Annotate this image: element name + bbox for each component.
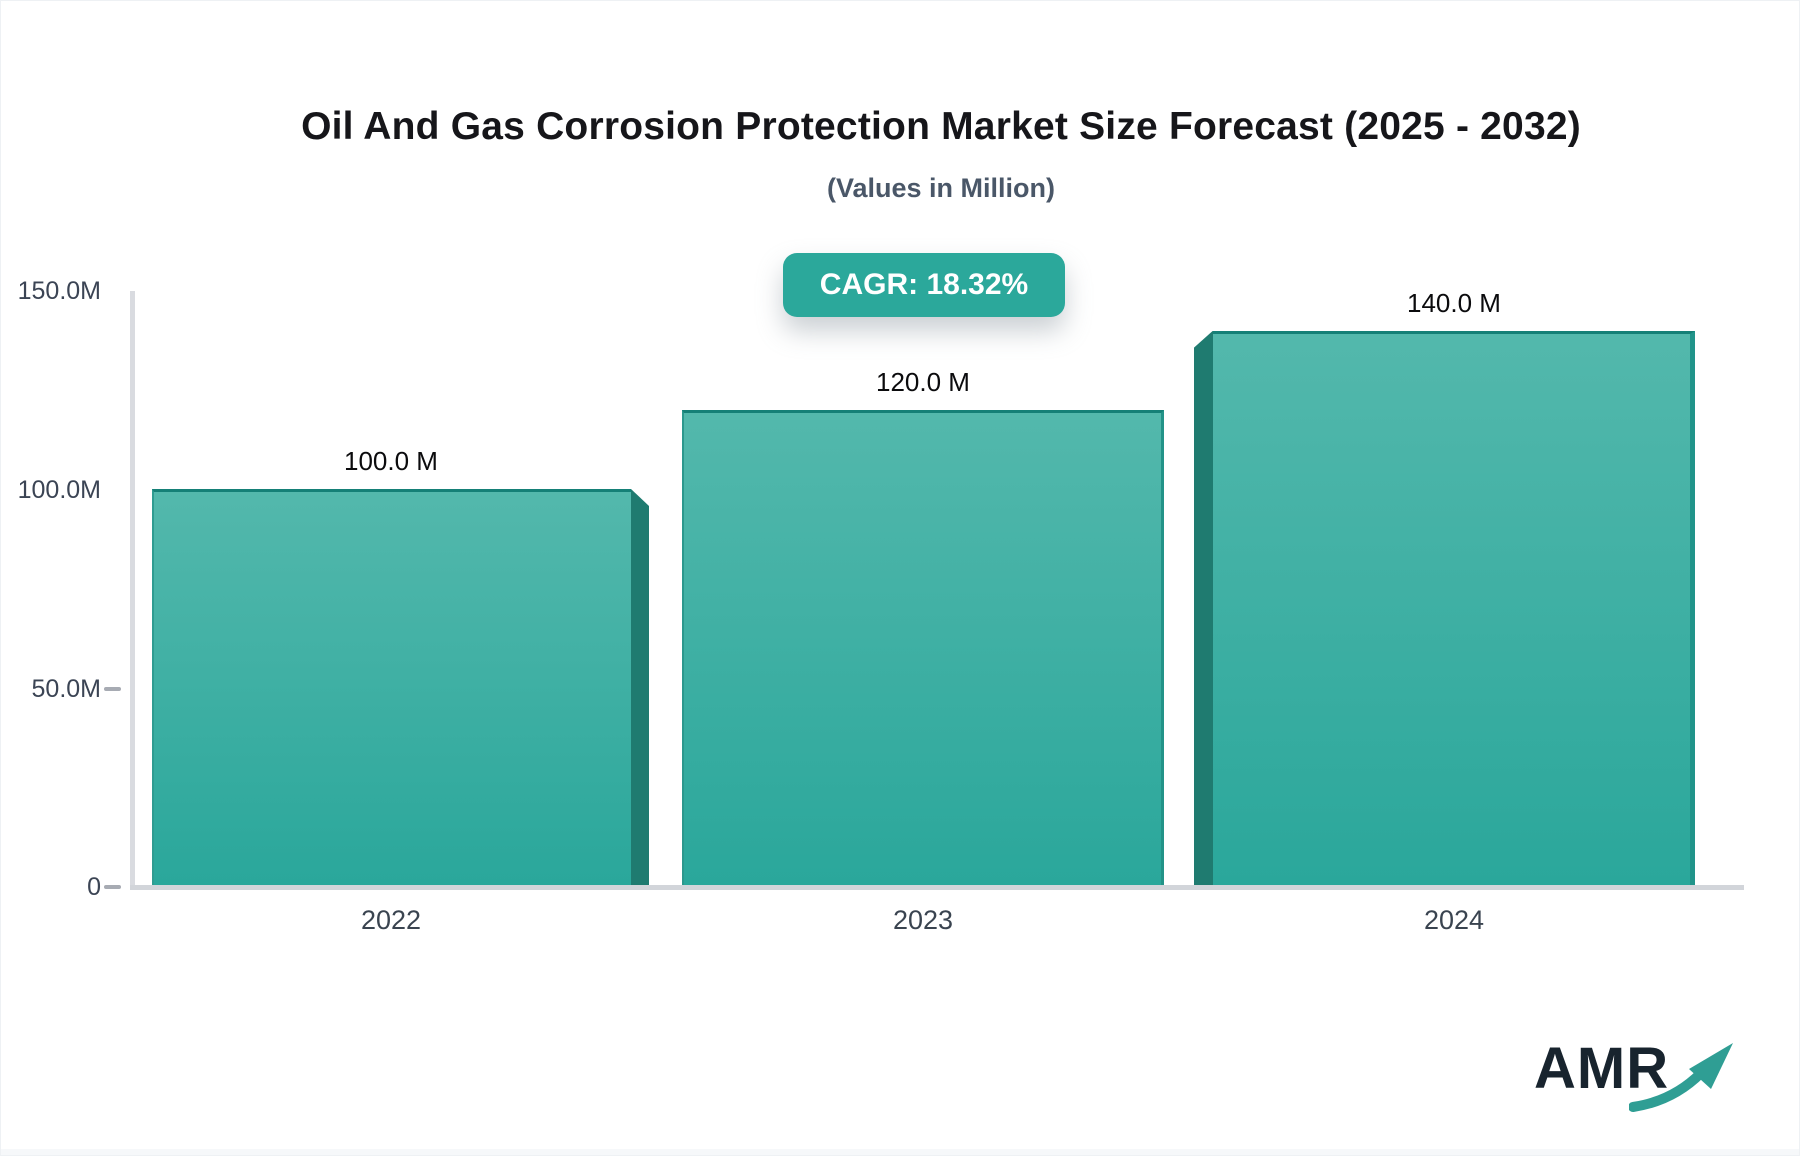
bar-2022[interactable] bbox=[152, 489, 631, 885]
page-title: Oil And Gas Corrosion Protection Market … bbox=[301, 105, 1581, 148]
bar-value-label-2024: 140.0 M bbox=[1407, 287, 1501, 318]
bar-2024-3d-edge bbox=[1194, 330, 1213, 885]
bar-value-label-2023: 120.0 M bbox=[876, 366, 970, 397]
y-tick-label-150m: 150.0M bbox=[17, 277, 101, 305]
bar-2023[interactable] bbox=[682, 409, 1164, 885]
y-tick-label-0: 0 bbox=[87, 873, 101, 901]
bar-value-label-2022: 100.0 M bbox=[344, 446, 438, 476]
x-axis-line bbox=[130, 885, 1744, 890]
amr-logo: AMR bbox=[1534, 1035, 1764, 1125]
y-tick-label-50m: 50.0M bbox=[31, 675, 101, 703]
y-tick-mark-50m bbox=[104, 687, 121, 691]
bar-2024[interactable] bbox=[1213, 330, 1695, 885]
y-tick-label-100m: 100.0M bbox=[17, 476, 101, 504]
x-axis-label-2022: 2022 bbox=[360, 905, 422, 935]
y-axis-line bbox=[130, 291, 135, 889]
x-axis-label-2023: 2023 bbox=[892, 905, 954, 935]
chart-subtitle: (Values in Million) bbox=[826, 173, 1056, 203]
bottom-border bbox=[1, 1149, 1799, 1155]
growth-arrow-icon bbox=[1629, 1043, 1733, 1112]
amr-logo-text: AMR bbox=[1534, 1036, 1670, 1101]
bar-2022-3d-edge bbox=[631, 489, 649, 885]
x-axis-label-2024: 2024 bbox=[1423, 905, 1485, 935]
y-tick-mark-0 bbox=[104, 885, 121, 889]
cagr-badge: CAGR: 18.32% bbox=[783, 253, 1065, 317]
